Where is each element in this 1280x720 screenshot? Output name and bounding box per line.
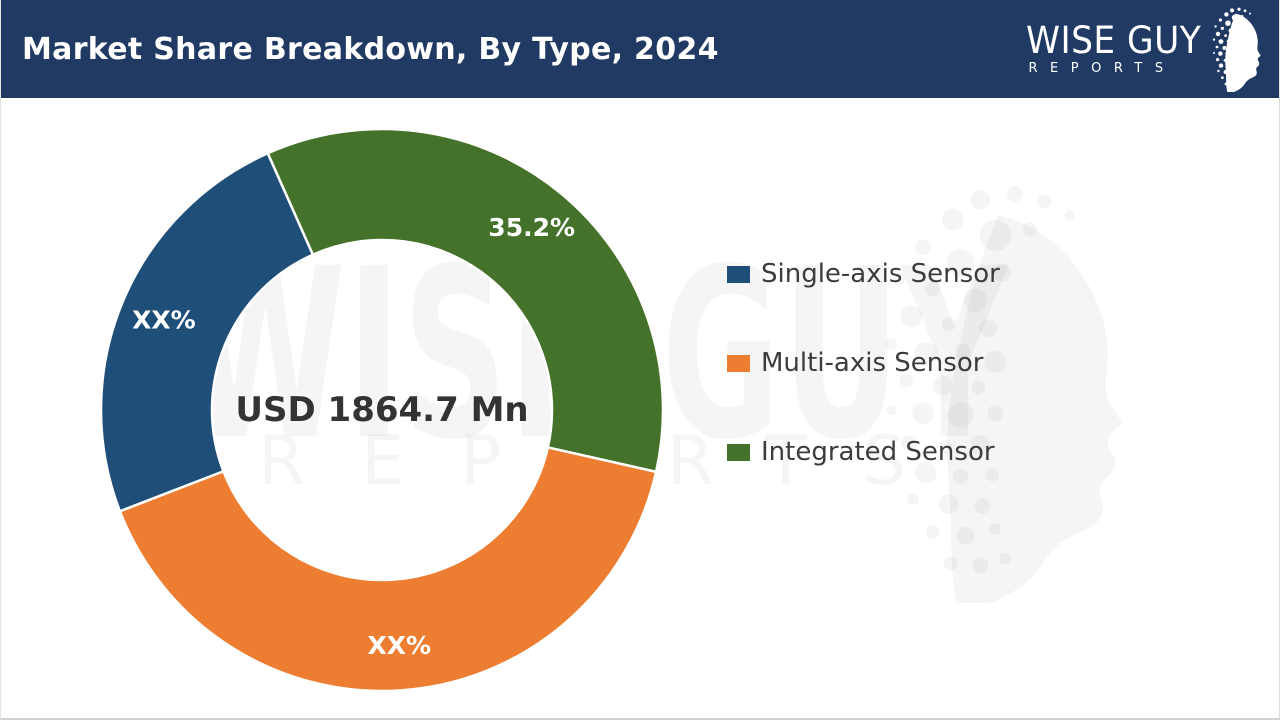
brand-name: WISE GUY [1025,18,1201,62]
legend-label: Multi-axis Sensor [761,348,984,378]
legend-item: Single-axis Sensor [727,259,1000,289]
legend-swatch-icon [727,443,750,461]
legend-swatch-icon [727,354,750,372]
donut-segment [266,127,665,474]
segment-value-label: XX% [132,305,196,334]
legend-item: Multi-axis Sensor [727,348,983,378]
segment-value-label: XX% [367,631,431,660]
chart-center-label: USD 1864.7 Mn [235,390,529,430]
donut-segment [99,152,315,513]
header-bar: Market Share Breakdown, By Type, 2024 WI… [0,0,1280,98]
wiseguy-face-icon [1212,7,1261,92]
segment-value-label: 35.2% [488,213,575,242]
donut-segment [118,446,658,693]
legend-label: Integrated Sensor [761,437,995,467]
legend-item: Integrated Sensor [727,437,995,467]
brand-subtitle: REPORTS [1028,61,1176,77]
legend-label: Single-axis Sensor [761,259,1000,289]
page-title: Market Share Breakdown, By Type, 2024 [22,31,719,67]
brand-text: WISE GUY REPORTS [1025,18,1214,77]
brand-logo: WISE GUY REPORTS [1026,2,1268,96]
legend-swatch-icon [727,265,750,283]
